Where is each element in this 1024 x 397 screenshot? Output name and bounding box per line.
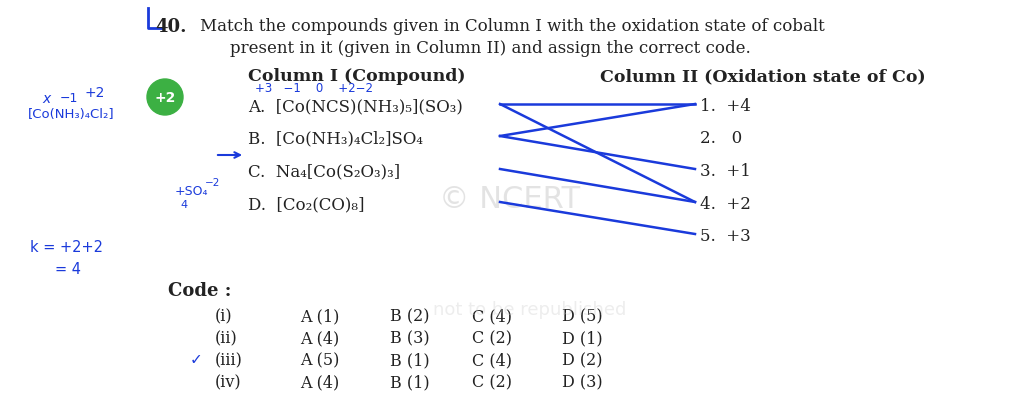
Text: © NCERT: © NCERT	[439, 185, 581, 214]
Text: C (2): C (2)	[472, 374, 512, 391]
Text: (i): (i)	[215, 308, 232, 325]
Text: −2: −2	[205, 178, 220, 188]
Text: Column I (Compound): Column I (Compound)	[248, 68, 466, 85]
Text: C (2): C (2)	[472, 330, 512, 347]
Text: D (2): D (2)	[562, 352, 602, 369]
Text: B (3): B (3)	[390, 330, 430, 347]
Text: C.  Na₄[Co(S₂O₃)₃]: C. Na₄[Co(S₂O₃)₃]	[248, 163, 400, 180]
Text: A.  [Co(NCS)(NH₃)₅](SO₃): A. [Co(NCS)(NH₃)₅](SO₃)	[248, 98, 463, 115]
Text: B (1): B (1)	[390, 374, 430, 391]
Text: 1.  +4: 1. +4	[700, 98, 751, 115]
Text: +2: +2	[155, 91, 176, 105]
Text: −1: −1	[60, 92, 79, 105]
Text: (iv): (iv)	[215, 374, 242, 391]
Text: D.  [Co₂(CO)₈]: D. [Co₂(CO)₈]	[248, 196, 365, 213]
Text: A (4): A (4)	[300, 330, 339, 347]
Text: B (2): B (2)	[390, 308, 429, 325]
Text: k = +2+2: k = +2+2	[30, 240, 103, 255]
Text: present in it (given in Column II) and assign the correct code.: present in it (given in Column II) and a…	[230, 40, 751, 57]
Text: +SO₄: +SO₄	[175, 185, 209, 198]
Text: (iii): (iii)	[215, 352, 243, 369]
Text: 3.  +1: 3. +1	[700, 163, 751, 180]
Text: A (1): A (1)	[300, 308, 339, 325]
Text: B (1): B (1)	[390, 352, 430, 369]
Text: A (5): A (5)	[300, 352, 339, 369]
Text: D (5): D (5)	[562, 308, 603, 325]
Text: 2.   0: 2. 0	[700, 130, 742, 147]
Text: = 4: = 4	[55, 262, 81, 277]
Text: ✓: ✓	[190, 352, 203, 367]
Text: +3   −1    0    +2−2: +3 −1 0 +2−2	[255, 82, 373, 95]
Text: 5.  +3: 5. +3	[700, 228, 751, 245]
Text: 4: 4	[180, 200, 187, 210]
Text: (ii): (ii)	[215, 330, 238, 347]
Text: 4.  +2: 4. +2	[700, 196, 751, 213]
Text: D (1): D (1)	[562, 330, 603, 347]
Text: C (4): C (4)	[472, 308, 512, 325]
Text: [Co(NH₃)₄Cl₂]: [Co(NH₃)₄Cl₂]	[28, 108, 115, 121]
Text: C (4): C (4)	[472, 352, 512, 369]
Text: Code :: Code :	[168, 282, 231, 300]
Text: not to be republished: not to be republished	[433, 301, 627, 319]
Text: +2: +2	[85, 86, 105, 100]
Text: x: x	[42, 92, 50, 106]
Text: B.  [Co(NH₃)₄Cl₂]SO₄: B. [Co(NH₃)₄Cl₂]SO₄	[248, 130, 423, 147]
Text: Column II (Oxidation state of Co): Column II (Oxidation state of Co)	[600, 68, 926, 85]
Text: D (3): D (3)	[562, 374, 603, 391]
Text: Match the compounds given in Column I with the oxidation state of cobalt: Match the compounds given in Column I wi…	[200, 18, 824, 35]
Text: A (4): A (4)	[300, 374, 339, 391]
Circle shape	[147, 79, 183, 115]
Text: 40.: 40.	[155, 18, 186, 36]
